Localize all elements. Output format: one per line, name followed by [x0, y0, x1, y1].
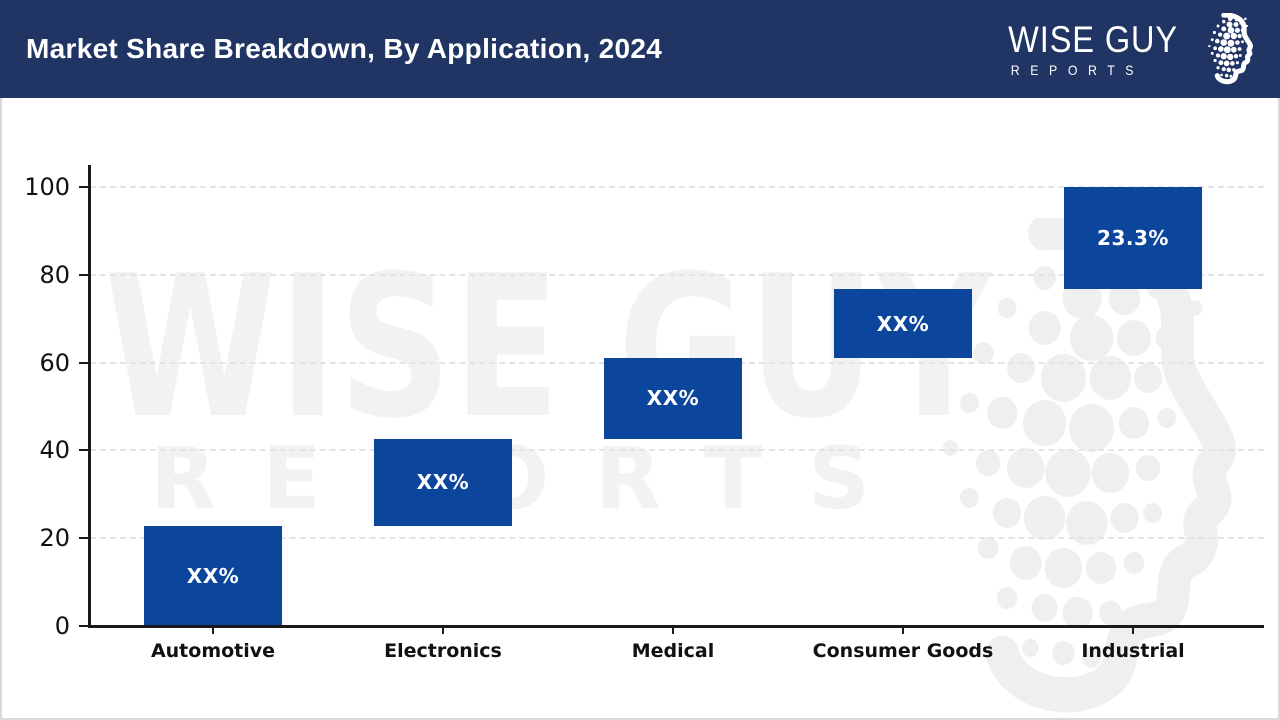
wise-guy-reports-logo: WISE GUY REPORTS	[985, 9, 1254, 89]
y-tick-label: 0	[54, 612, 70, 640]
y-tick-label: 40	[39, 436, 70, 465]
gridline	[90, 273, 1264, 276]
y-tick	[79, 273, 88, 276]
waterfall-bar: XX%	[144, 526, 282, 626]
page-title: Market Share Breakdown, By Application, …	[26, 33, 663, 64]
waterfall-bar: XX%	[374, 438, 512, 527]
x-axis-spine	[88, 625, 1264, 628]
y-tick	[79, 537, 88, 540]
y-tick	[79, 185, 88, 188]
x-tick	[902, 626, 904, 634]
x-tick	[212, 626, 214, 634]
y-tick-label: 20	[39, 524, 70, 553]
x-category-label: Medical	[631, 640, 715, 662]
waterfall-bar: XX%	[604, 358, 742, 439]
chart-area: WISE GUY REPORTS 0 20 40 60 80 100 XX% Automoti…	[0, 98, 1280, 720]
header-bar: Market Share Breakdown, By Application, …	[0, 0, 1280, 98]
bar-value-label: XX%	[646, 386, 700, 411]
gridline	[90, 449, 1264, 452]
x-tick	[1132, 626, 1134, 634]
bar-value-label: XX%	[186, 564, 240, 589]
x-category-label: Consumer Goods	[812, 640, 994, 662]
x-tick	[442, 626, 444, 634]
logo-brand-subtitle: REPORTS	[1010, 62, 1145, 78]
bar-value-label: XX%	[876, 311, 930, 336]
logo-text: WISE GUY REPORTS	[1008, 21, 1178, 77]
y-tick-label: 100	[24, 172, 70, 201]
waterfall-bar: 23.3%	[1064, 186, 1202, 290]
y-tick-label: 80	[39, 260, 70, 289]
bar-value-label: XX%	[416, 470, 470, 495]
gridline	[90, 537, 1264, 540]
gridline	[90, 185, 1264, 188]
y-tick	[79, 625, 88, 627]
waterfall-bar: XX%	[834, 289, 972, 359]
y-tick	[79, 361, 88, 364]
y-axis-spine	[88, 165, 91, 627]
plot-area: 0 20 40 60 80 100 XX% Automotive XX% Electronics X…	[24, 165, 1264, 662]
bar-value-label: 23.3%	[1097, 226, 1169, 251]
y-tick	[79, 449, 88, 452]
x-category-label: Industrial	[1081, 640, 1185, 662]
y-tick-label: 60	[39, 348, 70, 377]
x-category-label: Electronics	[384, 640, 502, 662]
x-tick	[672, 626, 674, 634]
logo-brand-name: WISE GUY	[1008, 19, 1178, 60]
x-category-label: Automotive	[150, 640, 276, 662]
logo-head-icon	[1182, 9, 1254, 89]
